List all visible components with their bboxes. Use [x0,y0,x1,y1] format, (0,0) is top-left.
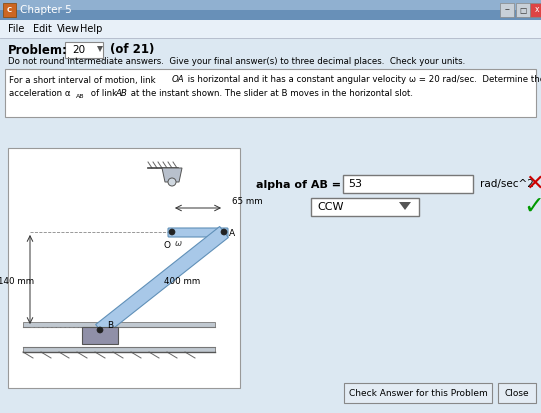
Text: Do not round intermediate answers.  Give your final answer(s) to three decimal p: Do not round intermediate answers. Give … [8,57,465,66]
Text: File: File [8,24,24,34]
FancyBboxPatch shape [65,42,103,58]
Text: 53: 53 [348,179,362,189]
Text: 400 mm: 400 mm [164,276,200,285]
FancyBboxPatch shape [311,198,419,216]
FancyBboxPatch shape [23,322,215,327]
Text: 140 mm: 140 mm [0,276,34,285]
Polygon shape [162,168,182,182]
Circle shape [169,229,175,235]
Text: is horizontal and it has a constant angular velocity ω = 20 rad/sec.  Determine : is horizontal and it has a constant angu… [185,76,541,85]
FancyBboxPatch shape [168,228,228,237]
Text: Help: Help [80,24,102,34]
Text: x: x [535,5,539,14]
FancyBboxPatch shape [0,20,541,413]
Text: AB: AB [115,88,127,97]
FancyBboxPatch shape [343,175,473,193]
Text: 65 mm: 65 mm [232,197,262,206]
Polygon shape [97,46,103,52]
Text: Check Answer for this Problem: Check Answer for this Problem [348,389,487,397]
Text: ✓: ✓ [524,195,541,219]
Text: ✕: ✕ [525,174,541,194]
FancyBboxPatch shape [344,383,492,403]
Text: at the instant shown. The slider at B moves in the horizontal slot.: at the instant shown. The slider at B mo… [128,88,413,97]
FancyBboxPatch shape [516,3,530,17]
Text: View: View [57,24,80,34]
Text: Edit: Edit [33,24,52,34]
Text: 20: 20 [72,45,85,55]
Text: acceleration α: acceleration α [9,88,71,97]
FancyBboxPatch shape [23,347,215,352]
Text: ω: ω [175,240,181,249]
Text: rad/sec^2: rad/sec^2 [480,179,534,189]
Text: Chapter 5: Chapter 5 [20,5,72,15]
FancyBboxPatch shape [0,0,541,10]
Polygon shape [399,202,411,210]
FancyBboxPatch shape [530,3,541,17]
Text: AB: AB [76,93,84,98]
FancyBboxPatch shape [0,0,541,20]
FancyBboxPatch shape [5,69,536,117]
Circle shape [168,178,176,186]
Polygon shape [96,226,228,335]
FancyBboxPatch shape [248,148,537,393]
Circle shape [97,327,103,333]
Text: ‒: ‒ [505,5,510,14]
Text: CCW: CCW [317,202,344,212]
FancyBboxPatch shape [8,148,240,388]
FancyBboxPatch shape [0,20,541,38]
FancyBboxPatch shape [498,383,536,403]
Text: Close: Close [505,389,529,397]
Circle shape [221,229,227,235]
Text: alpha of AB =: alpha of AB = [256,180,341,190]
Text: □: □ [519,5,526,14]
FancyBboxPatch shape [3,3,16,17]
Text: OA: OA [172,76,184,85]
Text: Problem:: Problem: [8,43,68,57]
Text: For a short interval of motion, link: For a short interval of motion, link [9,76,159,85]
Text: C: C [7,7,12,13]
Text: of link: of link [88,88,120,97]
FancyBboxPatch shape [500,3,514,17]
Text: (of 21): (of 21) [110,43,154,57]
Text: A: A [229,228,235,237]
Text: O: O [163,241,170,250]
FancyBboxPatch shape [82,327,118,344]
Text: B: B [107,321,113,330]
